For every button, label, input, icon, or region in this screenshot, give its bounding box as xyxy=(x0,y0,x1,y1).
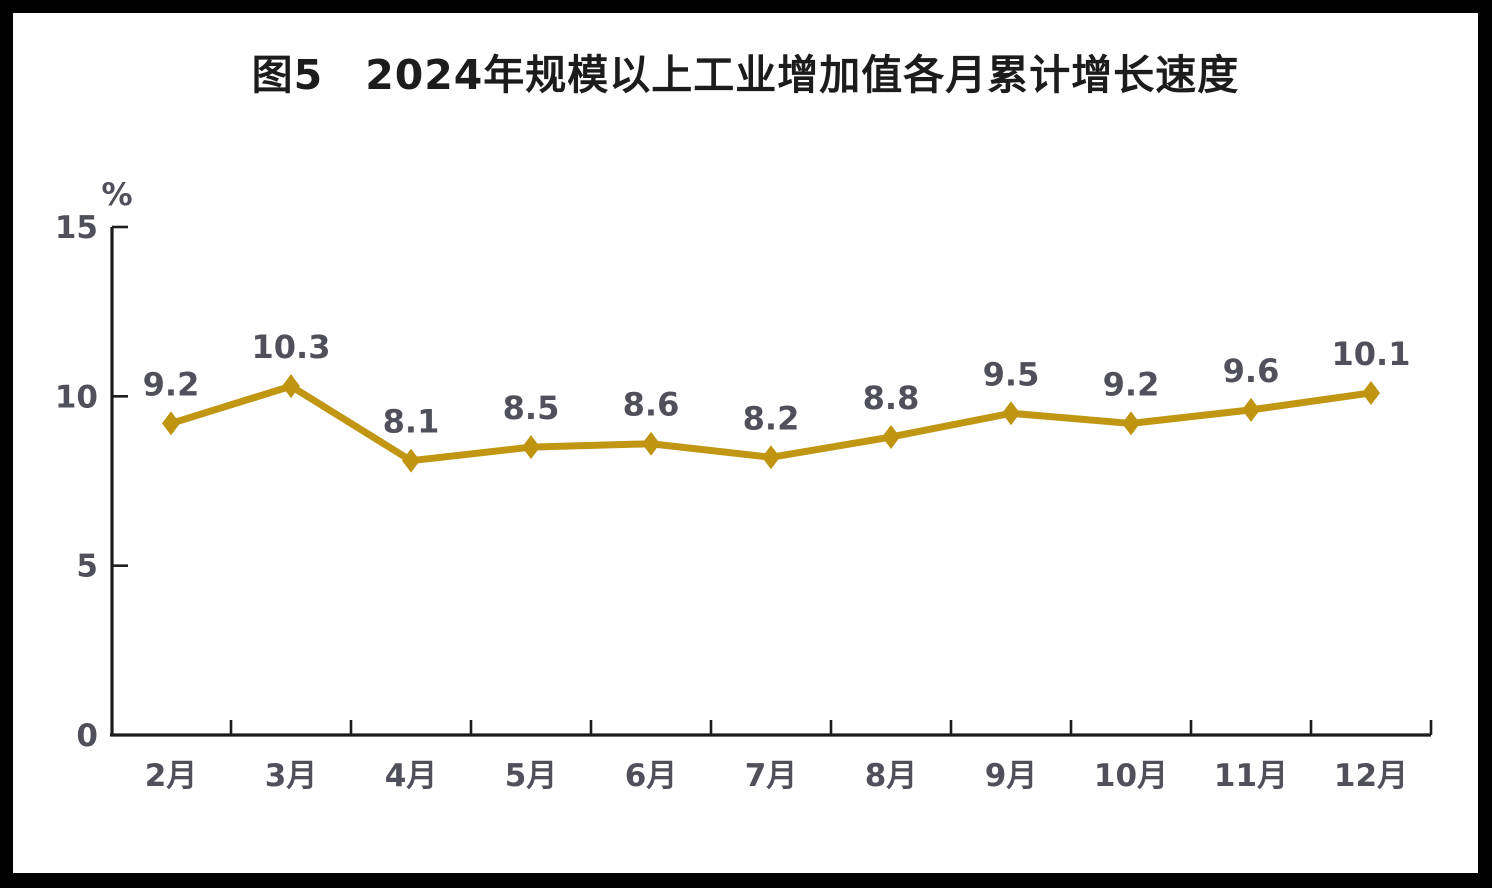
y-tick-label: 15 xyxy=(55,210,98,246)
x-tick-label: 8月 xyxy=(865,758,918,794)
chart-title: 图5 2024年规模以上工业增加值各月累计增长速度 xyxy=(251,51,1240,99)
y-tick-label: 10 xyxy=(55,379,98,415)
x-tick-label: 11月 xyxy=(1214,758,1288,794)
x-tick-label: 2月 xyxy=(145,758,198,794)
data-point-marker xyxy=(1002,401,1020,426)
data-point-label: 8.6 xyxy=(623,386,680,424)
data-point-marker xyxy=(642,431,660,456)
data-point-label: 10.1 xyxy=(1332,335,1411,373)
data-point-label: 8.5 xyxy=(503,389,560,427)
x-tick-label: 5月 xyxy=(505,758,558,794)
data-point-marker xyxy=(282,374,300,399)
x-tick-label: 10月 xyxy=(1094,758,1168,794)
data-point-marker xyxy=(882,424,900,449)
line-chart: 0 5 10 15% 2月 3月 4月 5月 6月 7月 8月 9月 10月 11月 12月 9.2 10.3 8… xyxy=(55,177,1433,794)
data-point-marker xyxy=(162,411,180,436)
data-point-label: 8.8 xyxy=(863,379,920,417)
data-point-label: 9.5 xyxy=(983,355,1040,393)
x-tick-label: 6月 xyxy=(625,758,678,794)
data-point-label: 8.1 xyxy=(383,403,440,441)
x-tick-label: 4月 xyxy=(385,758,438,794)
data-point-label: 10.3 xyxy=(252,328,331,366)
data-point-marker xyxy=(522,435,540,460)
data-point-marker xyxy=(762,445,780,470)
x-tick-label: 9月 xyxy=(985,758,1038,794)
x-tick-label: 3月 xyxy=(265,758,318,794)
chart-canvas: 图5 2024年规模以上工业增加值各月累计增长速度 0 5 10 15% 2月 3月 4月 5… xyxy=(13,13,1478,873)
y-axis-unit-label: % xyxy=(101,177,132,213)
x-tick-label: 12月 xyxy=(1334,758,1408,794)
data-point-label: 9.6 xyxy=(1223,352,1280,390)
y-tick-label: 0 xyxy=(76,718,98,754)
data-point-label: 8.2 xyxy=(743,399,800,437)
data-point-marker xyxy=(402,448,420,473)
y-tick-label: 5 xyxy=(76,549,98,585)
x-tick-label: 7月 xyxy=(745,758,798,794)
data-point-marker xyxy=(1362,380,1380,405)
data-point-label: 9.2 xyxy=(1103,365,1160,403)
data-point-marker xyxy=(1122,411,1140,436)
data-point-label: 9.2 xyxy=(143,365,200,403)
data-point-marker xyxy=(1242,397,1260,422)
